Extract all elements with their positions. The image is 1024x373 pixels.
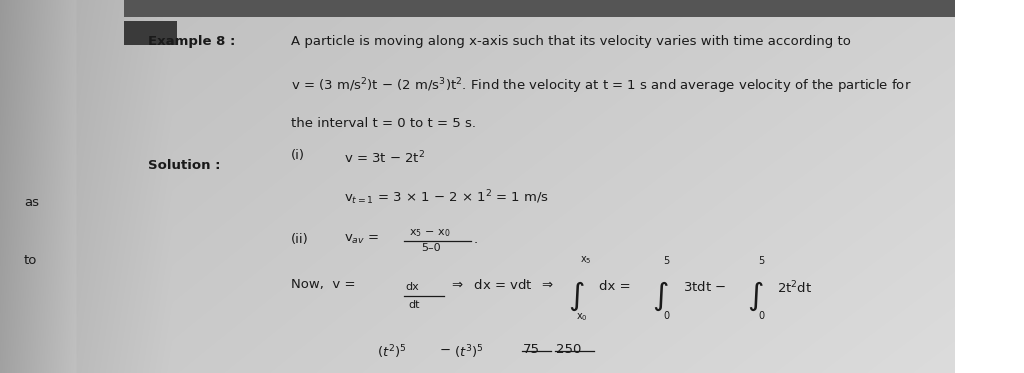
Text: 5: 5 <box>664 256 670 266</box>
Text: Solution :: Solution : <box>148 159 220 172</box>
Text: dx =: dx = <box>599 280 631 293</box>
Text: Example 8 :: Example 8 : <box>148 35 236 48</box>
Text: $\Rightarrow$  dx = vdt  $\Rightarrow$: $\Rightarrow$ dx = vdt $\Rightarrow$ <box>449 278 554 292</box>
Text: dx: dx <box>406 282 420 292</box>
Text: 5: 5 <box>758 256 765 266</box>
Text: $(t^3)^5$: $(t^3)^5$ <box>454 343 483 361</box>
Text: dt: dt <box>409 300 420 310</box>
Text: 250: 250 <box>556 343 582 356</box>
Text: (i): (i) <box>291 149 305 162</box>
Text: (ii): (ii) <box>291 233 309 246</box>
Text: 75: 75 <box>523 343 541 356</box>
Text: as: as <box>24 196 39 209</box>
Text: x$_5$: x$_5$ <box>580 254 591 266</box>
Text: x$_5$ $-$ x$_0$: x$_5$ $-$ x$_0$ <box>409 227 451 239</box>
Text: 0: 0 <box>664 311 670 322</box>
Text: .: . <box>474 233 478 246</box>
Text: $\int$: $\int$ <box>652 280 669 313</box>
Text: A particle is moving along x-axis such that its velocity varies with time accord: A particle is moving along x-axis such t… <box>291 35 851 48</box>
Text: v = (3 m/s$^2$)t $-$ (2 m/s$^3$)t$^2$. Find the velocity at t = 1 s and average : v = (3 m/s$^2$)t $-$ (2 m/s$^3$)t$^2$. F… <box>291 76 912 96</box>
Text: v$_{t=1}$ = 3 $\times$ 1 $-$ 2 $\times$ 1$^2$ = 1 m/s: v$_{t=1}$ = 3 $\times$ 1 $-$ 2 $\times$ … <box>344 188 549 207</box>
Bar <box>124 0 955 17</box>
Text: x$_0$: x$_0$ <box>575 311 588 323</box>
Text: 0: 0 <box>758 311 764 322</box>
Text: v$_{av}$ =: v$_{av}$ = <box>344 233 379 246</box>
Text: $(t^2)^5$: $(t^2)^5$ <box>377 343 407 361</box>
Text: Now,  v =: Now, v = <box>291 278 355 291</box>
Text: $\int$: $\int$ <box>568 280 585 313</box>
Text: 5–0: 5–0 <box>421 243 440 253</box>
Bar <box>124 21 177 45</box>
Text: $-$: $-$ <box>439 343 451 356</box>
Text: the interval t = 0 to t = 5 s.: the interval t = 0 to t = 5 s. <box>291 117 476 131</box>
Text: to: to <box>24 254 37 267</box>
Text: 2t$^2$dt: 2t$^2$dt <box>777 280 813 297</box>
Text: v = 3t $-$ 2t$^2$: v = 3t $-$ 2t$^2$ <box>344 149 425 166</box>
Text: $\int$: $\int$ <box>746 280 763 313</box>
Text: 3tdt $-$: 3tdt $-$ <box>683 280 726 294</box>
